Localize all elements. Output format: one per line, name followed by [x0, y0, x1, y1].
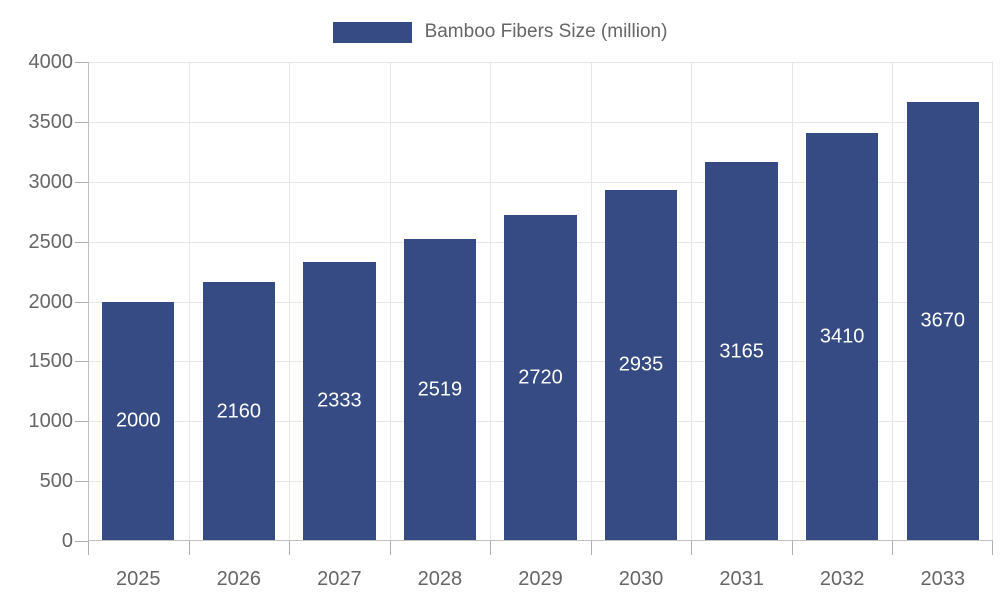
x-axis-tick-label: 2028: [417, 568, 463, 590]
y-axis-tick-label: 500: [39, 470, 73, 493]
y-axis-tick: [75, 421, 88, 423]
x-axis-tick: [490, 541, 492, 555]
x-axis-tick: [791, 541, 793, 555]
x-axis-tick-label: 2030: [618, 568, 664, 590]
legend-label: Bamboo Fibers Size (million): [424, 21, 668, 42]
bar[interactable]: 2333: [303, 261, 376, 541]
gridline-horizontal: [88, 62, 993, 63]
gridline-vertical: [892, 62, 894, 541]
gridline-vertical: [691, 62, 693, 541]
x-axis-line: [88, 540, 993, 541]
bar-value-label: 2720: [518, 366, 563, 389]
bar-value-label: 2000: [116, 409, 161, 432]
gridline-vertical: [992, 62, 993, 541]
bar-value-label: 2160: [216, 400, 262, 423]
bar-value-label: 3165: [719, 340, 764, 362]
y-axis-tick-label: 2000: [28, 290, 74, 313]
gridline-vertical: [188, 62, 190, 541]
bar[interactable]: 2160: [202, 282, 276, 541]
bar-value-label: 2333: [317, 389, 362, 412]
x-axis-tick-label: 2027: [317, 568, 362, 590]
x-axis-tick-label: 2026: [216, 568, 262, 590]
gridline-vertical: [791, 62, 793, 541]
y-axis-tick-label: 3500: [28, 110, 74, 133]
bar[interactable]: 2935: [604, 189, 678, 541]
bar-value-label: 2519: [417, 378, 463, 401]
y-axis-tick: [75, 301, 88, 303]
bar-value-label: 3410: [819, 325, 865, 348]
legend-swatch: [332, 21, 412, 43]
bar-value-label: 3670: [920, 309, 965, 332]
bar[interactable]: 3670: [906, 101, 979, 541]
x-axis-tick: [88, 541, 89, 555]
gridline-horizontal: [88, 121, 993, 123]
bar[interactable]: 3410: [805, 132, 879, 541]
y-axis-line: [88, 62, 89, 541]
gridline-vertical: [490, 62, 492, 541]
y-axis-tick: [75, 481, 88, 483]
y-axis-tick-label: 3000: [28, 170, 74, 193]
y-axis-tick-label: 4000: [28, 51, 74, 73]
x-axis-tick: [289, 541, 291, 555]
bar[interactable]: 2720: [504, 215, 577, 541]
y-axis-tick-label: 2500: [28, 230, 74, 253]
x-axis-tick-label: 2031: [719, 568, 764, 590]
x-axis-tick: [992, 541, 993, 555]
x-axis-tick-label: 2032: [819, 568, 865, 590]
x-axis-tick: [389, 541, 391, 555]
x-axis-tick-label: 2029: [518, 568, 563, 590]
bar[interactable]: 3165: [705, 162, 778, 541]
x-axis-tick-label: 2025: [116, 568, 161, 590]
x-axis-tick: [188, 541, 190, 555]
x-axis-tick: [691, 541, 693, 555]
y-axis-tick-label: 0: [61, 530, 73, 552]
y-axis-tick-label: 1000: [28, 410, 74, 433]
y-axis-tick: [75, 361, 88, 363]
y-axis-tick: [75, 541, 88, 542]
legend[interactable]: Bamboo Fibers Size (million): [0, 17, 1000, 47]
y-axis-tick: [75, 121, 88, 123]
bar-value-label: 2935: [618, 353, 664, 376]
y-axis-tick-label: 1500: [28, 350, 74, 373]
gridline-vertical: [389, 62, 391, 541]
gridline-vertical: [590, 62, 592, 541]
bar[interactable]: 2000: [102, 301, 175, 541]
x-axis-tick-label: 2033: [920, 568, 965, 590]
plot-area: 2000 2160 2333 2519 2720 2935 3165 3410 3670: [88, 62, 993, 541]
y-axis-tick: [75, 62, 88, 63]
y-axis-tick: [75, 241, 88, 243]
x-axis-tick: [892, 541, 894, 555]
x-axis-tick: [590, 541, 592, 555]
gridline-horizontal: [88, 181, 993, 183]
y-axis-tick: [75, 181, 88, 183]
gridline-vertical: [289, 62, 291, 541]
bar[interactable]: 2519: [403, 239, 477, 541]
